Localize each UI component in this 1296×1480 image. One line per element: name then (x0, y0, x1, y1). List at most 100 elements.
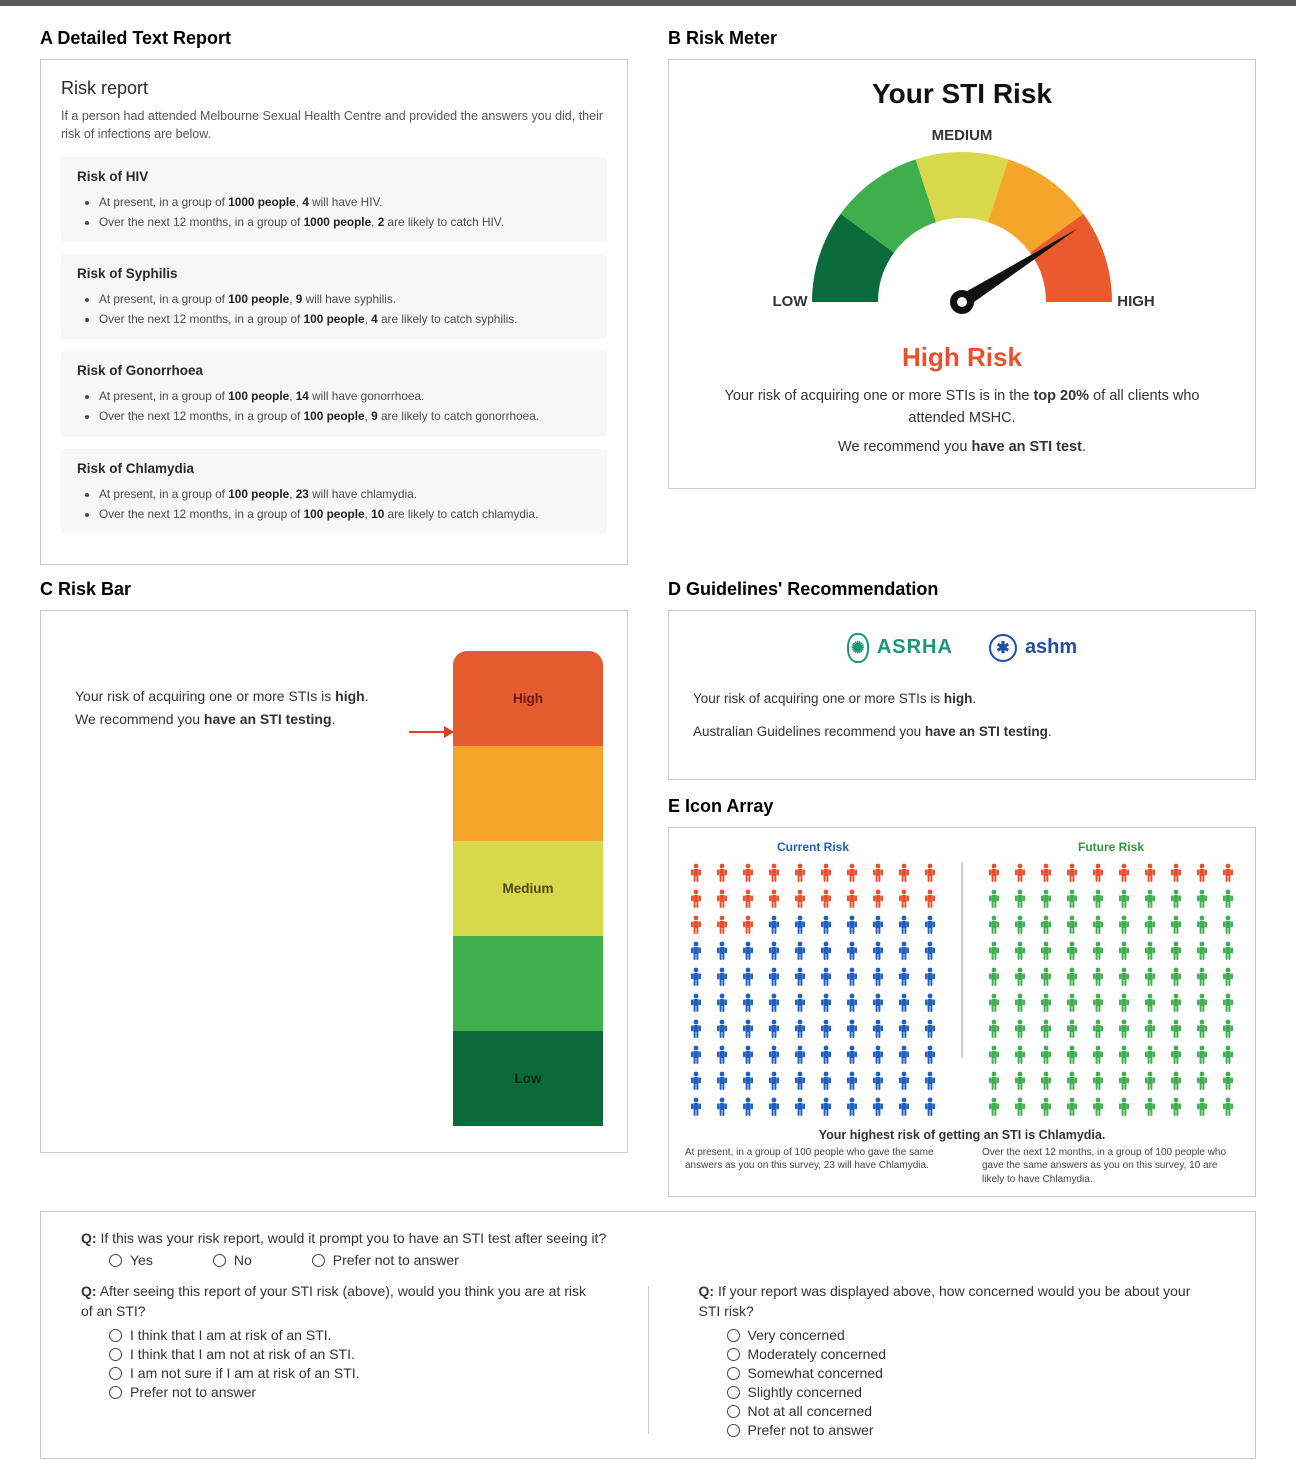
person (842, 1044, 863, 1066)
question-option[interactable]: Prefer not to answer (727, 1422, 1216, 1438)
person-icon (1091, 967, 1105, 987)
person (920, 1096, 941, 1118)
question-option[interactable]: Prefer not to answer (109, 1384, 598, 1400)
person-icon (1143, 967, 1157, 987)
person-icon (1169, 1045, 1183, 1065)
person (737, 940, 758, 962)
person-icon (1065, 1045, 1079, 1065)
person (1218, 914, 1239, 936)
person (983, 914, 1004, 936)
person-icon (1091, 889, 1105, 909)
person (842, 992, 863, 1014)
person (1140, 862, 1161, 884)
radio-icon (213, 1254, 226, 1267)
panel-b: B Risk Meter Your STI Risk MEDIUMLOWHIGH… (668, 28, 1256, 489)
person-icon (845, 863, 859, 883)
person-icon (1039, 1071, 1053, 1091)
person-icon (1065, 993, 1079, 1013)
panel-d-label: D Guidelines' Recommendation (668, 579, 1256, 600)
person (737, 966, 758, 988)
risk-heading: Risk of Gonorrhoea (77, 363, 591, 378)
person-icon (689, 1019, 703, 1039)
risk-bar-segment: Low (453, 1031, 603, 1126)
person (1035, 1018, 1056, 1040)
question-option[interactable]: Not at all concerned (727, 1403, 1216, 1419)
person (763, 940, 784, 962)
person-icon (845, 1019, 859, 1039)
person-icon (689, 993, 703, 1013)
person-icon (1065, 967, 1079, 987)
person-icon (1117, 915, 1131, 935)
question-option[interactable]: Slightly concerned (727, 1384, 1216, 1400)
radio-icon (727, 1386, 740, 1399)
question-option[interactable]: Moderately concerned (727, 1346, 1216, 1362)
person (789, 1018, 810, 1040)
person-icon (923, 889, 937, 909)
person (1035, 914, 1056, 936)
person-icon (819, 863, 833, 883)
person-icon (897, 1045, 911, 1065)
future-risk-heading: Future Risk (983, 840, 1239, 854)
question-option[interactable]: No (213, 1252, 252, 1268)
question-option[interactable]: I am not sure if I am at risk of an STI. (109, 1365, 598, 1381)
person-icon (871, 1071, 885, 1091)
panel-d-e-column: D Guidelines' Recommendation ✺ ASRHA ✱ a… (668, 579, 1256, 1198)
person-icon (793, 1045, 807, 1065)
person (868, 888, 889, 910)
risk-block: Risk of Chlamydia At present, in a group… (61, 449, 607, 534)
option-label: Prefer not to answer (130, 1384, 256, 1400)
person-icon (897, 967, 911, 987)
risk-line: At present, in a group of 100 people, 23… (99, 484, 591, 504)
person-icon (1117, 1097, 1131, 1117)
person (920, 966, 941, 988)
person (816, 914, 837, 936)
person-icon (871, 1045, 885, 1065)
person (920, 862, 941, 884)
question-option[interactable]: Very concerned (727, 1327, 1216, 1343)
question-option[interactable]: Prefer not to answer (312, 1252, 459, 1268)
person-icon (845, 967, 859, 987)
person (1061, 1044, 1082, 1066)
person (685, 888, 706, 910)
person (1061, 940, 1082, 962)
risk-heading: Risk of Chlamydia (77, 461, 591, 476)
person (1114, 966, 1135, 988)
person-icon (793, 993, 807, 1013)
person (1140, 940, 1161, 962)
question-option[interactable]: I think that I am not at risk of an STI. (109, 1346, 598, 1362)
person (1009, 1018, 1030, 1040)
option-label: Somewhat concerned (748, 1365, 883, 1381)
person-icon (897, 993, 911, 1013)
person (1192, 966, 1213, 988)
person-icon (793, 915, 807, 935)
person (1166, 914, 1187, 936)
person (816, 888, 837, 910)
question-option[interactable]: Yes (109, 1252, 153, 1268)
person (868, 862, 889, 884)
person-icon (741, 1097, 755, 1117)
person (1061, 1096, 1082, 1118)
person-icon (1013, 1097, 1027, 1117)
risk-heading: Risk of Syphilis (77, 266, 591, 281)
question-option[interactable]: Somewhat concerned (727, 1365, 1216, 1381)
person-icon (793, 863, 807, 883)
person (1061, 992, 1082, 1014)
option-label: Prefer not to answer (333, 1252, 459, 1268)
person-icon (1195, 967, 1209, 987)
iconarray-summary: Your highest risk of getting an STI is C… (685, 1128, 1239, 1142)
person (983, 1018, 1004, 1040)
person (789, 992, 810, 1014)
person-icon (1143, 941, 1157, 961)
person (1114, 1096, 1135, 1118)
question-option[interactable]: I think that I am at risk of an STI. (109, 1327, 598, 1343)
person (983, 888, 1004, 910)
person (685, 1096, 706, 1118)
person (842, 1096, 863, 1118)
person-icon (715, 1097, 729, 1117)
person-icon (689, 1071, 703, 1091)
person (1166, 1018, 1187, 1040)
person-icon (1169, 1071, 1183, 1091)
person-icon (741, 993, 755, 1013)
person (920, 1070, 941, 1092)
person-icon (1169, 941, 1183, 961)
